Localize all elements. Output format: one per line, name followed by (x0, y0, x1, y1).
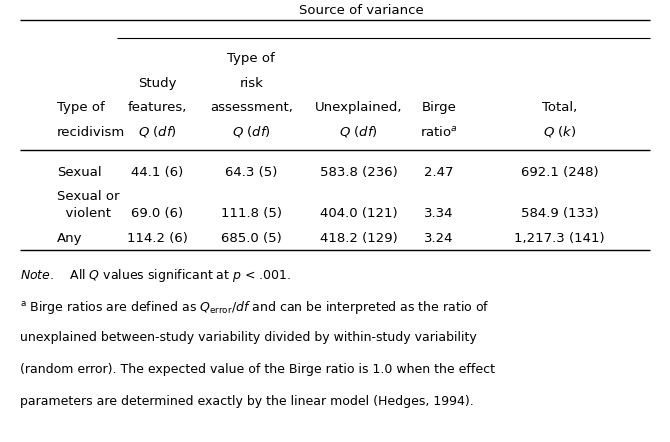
Text: assessment,: assessment, (210, 102, 293, 114)
Text: unexplained between-study variability divided by within-study variability: unexplained between-study variability di… (20, 331, 477, 344)
Text: $\it{Q}$ ($\it{df}$): $\it{Q}$ ($\it{df}$) (138, 124, 177, 139)
Text: Birge: Birge (421, 102, 456, 114)
Text: Any: Any (57, 232, 82, 245)
Text: Total,: Total, (542, 102, 577, 114)
Text: $\it{Q}$ ($\it{df}$): $\it{Q}$ ($\it{df}$) (232, 124, 271, 139)
Text: recidivism: recidivism (57, 126, 125, 139)
Text: 3.34: 3.34 (424, 206, 454, 220)
Text: 114.2 (6): 114.2 (6) (127, 232, 188, 245)
Text: 685.0 (5): 685.0 (5) (221, 232, 281, 245)
Text: risk: risk (239, 77, 263, 90)
Text: $^{\rm{a}}$ Birge ratios are defined as $\it{Q}_{\rm{error}}$/$\it{df}$ and can : $^{\rm{a}}$ Birge ratios are defined as … (20, 299, 490, 316)
Text: 404.0 (121): 404.0 (121) (320, 206, 397, 220)
Text: Sexual: Sexual (57, 166, 102, 179)
Text: $\it{Q}$ ($\it{df}$): $\it{Q}$ ($\it{df}$) (339, 124, 378, 139)
Text: features,: features, (128, 102, 187, 114)
Text: parameters are determined exactly by the linear model (Hedges, 1994).: parameters are determined exactly by the… (20, 395, 474, 408)
Text: 2.47: 2.47 (424, 166, 454, 179)
Text: Source of variance: Source of variance (299, 4, 424, 17)
Text: Unexplained,: Unexplained, (315, 102, 402, 114)
Text: Sexual or: Sexual or (57, 190, 119, 203)
Text: (random error). The expected value of the Birge ratio is 1.0 when the effect: (random error). The expected value of th… (20, 363, 495, 376)
Text: $\it{Note}$.    All $\it{Q}$ values significant at $\it{p}$ < .001.: $\it{Note}$. All $\it{Q}$ values signifi… (20, 267, 291, 284)
Text: Type of: Type of (227, 52, 275, 65)
Text: violent: violent (57, 206, 111, 220)
Text: 692.1 (248): 692.1 (248) (521, 166, 598, 179)
Text: $\it{Q}$ ($\it{k}$): $\it{Q}$ ($\it{k}$) (543, 124, 576, 139)
Text: 69.0 (6): 69.0 (6) (131, 206, 184, 220)
Text: 111.8 (5): 111.8 (5) (220, 206, 282, 220)
Text: 44.1 (6): 44.1 (6) (131, 166, 184, 179)
Text: Study: Study (138, 77, 177, 90)
Text: 583.8 (236): 583.8 (236) (320, 166, 397, 179)
Text: 584.9 (133): 584.9 (133) (521, 206, 598, 220)
Text: 418.2 (129): 418.2 (129) (320, 232, 397, 245)
Text: 3.24: 3.24 (424, 232, 454, 245)
Text: ratio$^a$: ratio$^a$ (420, 125, 458, 139)
Text: Type of: Type of (57, 102, 105, 114)
Text: 64.3 (5): 64.3 (5) (225, 166, 277, 179)
Text: 1,217.3 (141): 1,217.3 (141) (514, 232, 605, 245)
